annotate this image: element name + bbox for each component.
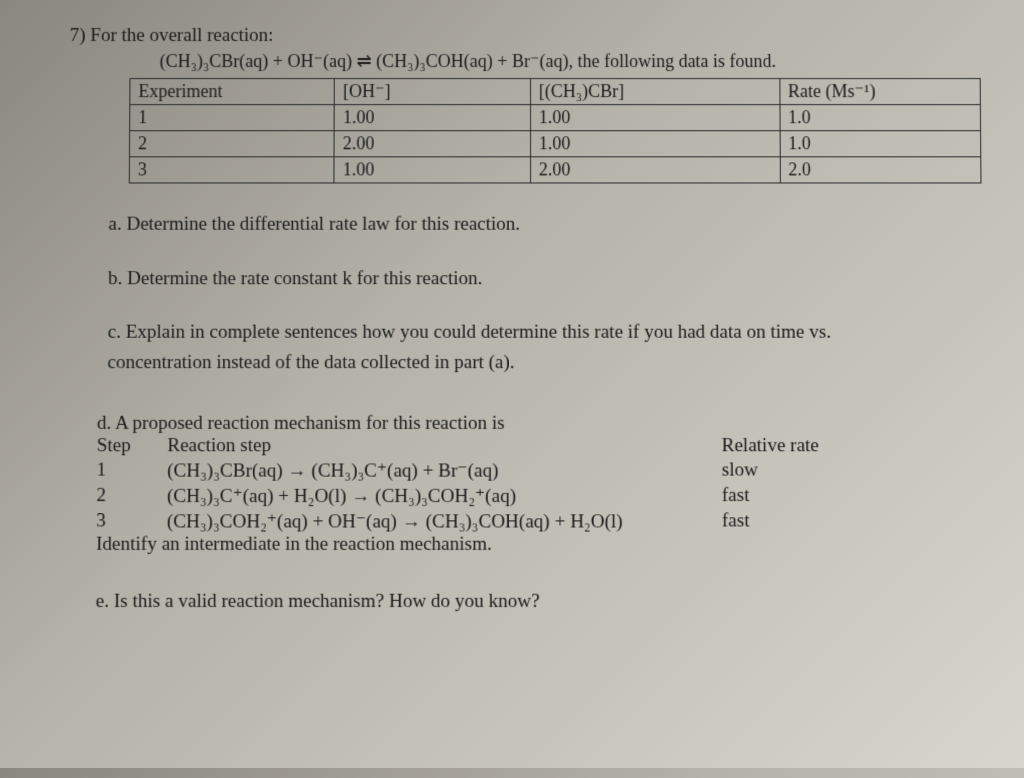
mech-header-reaction: Reaction step xyxy=(167,435,721,457)
mech-step-eq: (CH₃)₃COH₂⁺(aq) + OH⁻(aq) → (CH₃)₃COH(aq… xyxy=(167,510,722,533)
table-row: 2 2.00 1.00 1.0 xyxy=(129,131,980,157)
col-cbr: [(CH₃)CBr] xyxy=(530,79,779,105)
question-header: 7) For the overall reaction: xyxy=(70,25,975,47)
part-c-line1: c. Explain in complete sentences how you… xyxy=(108,320,977,346)
cell: 2.00 xyxy=(334,131,530,157)
question-prompt: For the overall reaction: xyxy=(90,25,273,46)
part-e: e. Is this a valid reaction mechanism? H… xyxy=(96,591,979,613)
cell: 1 xyxy=(130,105,335,131)
part-d-block: d. A proposed reaction mechanism for thi… xyxy=(96,413,978,556)
cell: 1.0 xyxy=(780,105,981,131)
mech-step-rate: fast xyxy=(722,510,884,533)
worksheet-page: 7) For the overall reaction: (CH₃)₃CBr(a… xyxy=(0,0,1024,778)
part-d-identify: Identify an intermediate in the reaction… xyxy=(96,534,978,556)
mechanism-header: Step Reaction step Relative rate xyxy=(97,435,978,457)
cell: 1.00 xyxy=(530,105,779,131)
col-rate: Rate (Ms⁻¹) xyxy=(779,79,980,105)
part-c-line2: concentration instead of the data collec… xyxy=(107,352,977,374)
cell: 1.00 xyxy=(334,105,530,131)
mech-step-n: 3 xyxy=(96,510,167,533)
table-row: 1 1.00 1.00 1.0 xyxy=(130,105,981,131)
cell: 2.0 xyxy=(780,157,981,183)
cell: 2 xyxy=(129,131,334,157)
experiment-data-table: Experiment [OH⁻] [(CH₃)CBr] Rate (Ms⁻¹) … xyxy=(129,78,982,183)
cell: 3 xyxy=(129,157,334,183)
cell: 1.00 xyxy=(334,157,530,183)
part-d-intro: d. A proposed reaction mechanism for thi… xyxy=(97,413,978,435)
mech-header-rate: Relative rate xyxy=(722,435,883,457)
mech-step-rate: slow xyxy=(722,459,883,482)
mech-header-step: Step xyxy=(97,435,168,457)
col-experiment: Experiment xyxy=(130,79,335,105)
table-header-row: Experiment [OH⁻] [(CH₃)CBr] Rate (Ms⁻¹) xyxy=(130,79,981,105)
mech-step-n: 1 xyxy=(97,459,168,482)
overall-reaction: (CH₃)₃CBr(aq) + OH⁻(aq) ⇌ (CH₃)₃COH(aq) … xyxy=(160,51,975,72)
cell: 1.00 xyxy=(530,131,779,157)
mech-step-rate: fast xyxy=(722,485,884,508)
cell: 2.00 xyxy=(530,157,780,183)
cell: 1.0 xyxy=(780,131,981,157)
table-row: 3 1.00 2.00 2.0 xyxy=(129,157,981,183)
question-number: 7) xyxy=(70,25,86,46)
part-a: a. Determine the differential rate law f… xyxy=(108,212,976,238)
mechanism-row: 2 (CH₃)₃C⁺(aq) + H₂O(l) → (CH₃)₃COH₂⁺(aq… xyxy=(96,485,978,508)
mechanism-row: 1 (CH₃)₃CBr(aq) → (CH₃)₃C⁺(aq) + Br⁻(aq)… xyxy=(97,459,978,482)
col-oh: [OH⁻] xyxy=(334,79,530,105)
mechanism-row: 3 (CH₃)₃COH₂⁺(aq) + OH⁻(aq) → (CH₃)₃COH(… xyxy=(96,510,978,533)
part-b: b. Determine the rate constant k for thi… xyxy=(108,266,976,292)
mech-step-eq: (CH₃)₃CBr(aq) → (CH₃)₃C⁺(aq) + Br⁻(aq) xyxy=(167,459,722,482)
mech-step-eq: (CH₃)₃C⁺(aq) + H₂O(l) → (CH₃)₃COH₂⁺(aq) xyxy=(167,485,722,508)
mech-step-n: 2 xyxy=(96,485,167,508)
